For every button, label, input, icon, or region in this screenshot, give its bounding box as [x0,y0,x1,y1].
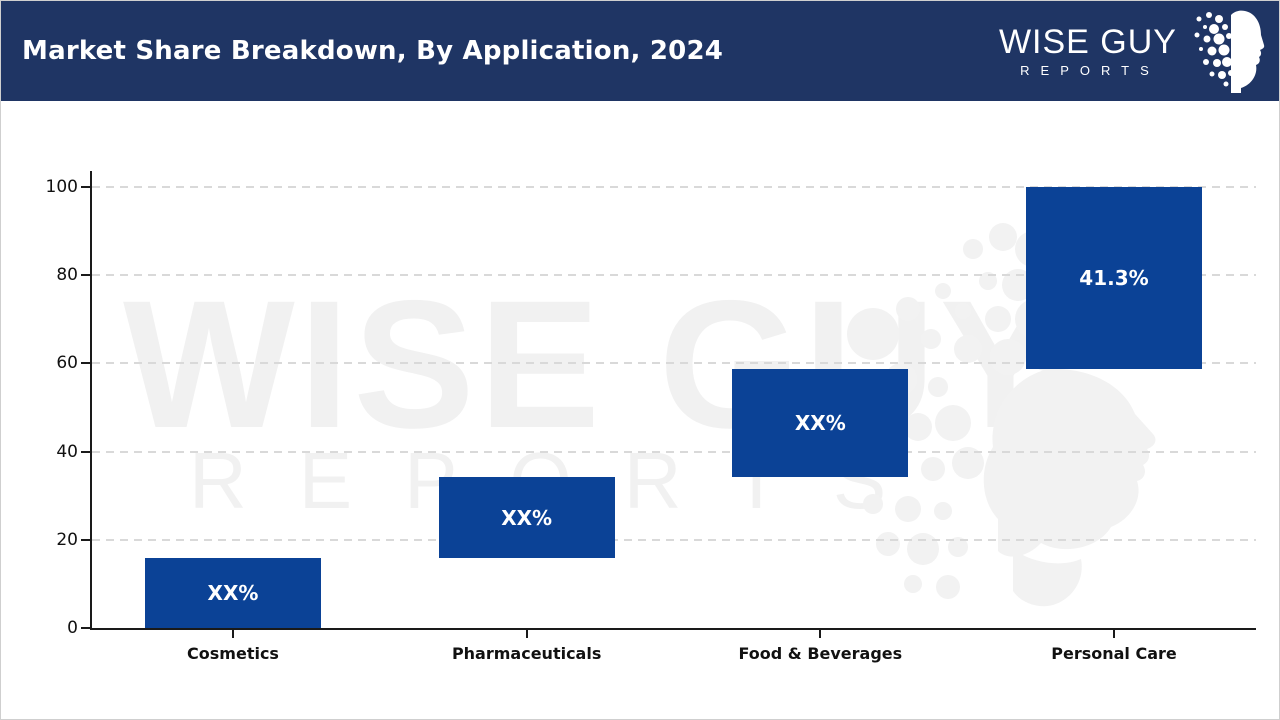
gridline-80 [92,274,1256,277]
gridline-60 [92,362,1256,365]
y-tick-label: 100 [45,177,78,197]
chart-header: Market Share Breakdown, By Application, … [1,1,1279,101]
x-category-label-pharmaceuticals: Pharmaceuticals [451,644,602,663]
bar-food-beverages: XX% [732,369,909,478]
x-axis-tick [525,630,528,638]
x-axis-tick [819,630,822,638]
x-axis-tick [232,630,234,638]
logo-text: WISE GUY REPORTS [999,25,1177,77]
logo-head-icon [1194,10,1265,93]
gridline-20 [92,538,1256,541]
x-category-label-food-beverages: Food & Beverages [738,644,903,663]
bar-personal-care: 41.3% [1026,187,1202,370]
bar-value-label: XX% [207,581,259,606]
logo-subtitle: REPORTS [1020,63,1160,78]
chart-plot-area: 0 20 40 60 80 100 XX% XX% XX% 41.3% Cosmetics Pharm… [46,171,1256,663]
bar-value-label: XX% [501,505,553,530]
wise-guy-logo: WISE GUY REPORTS [999,9,1265,93]
y-axis-tick [81,538,90,541]
y-axis-tick [81,362,90,365]
x-category-label-cosmetics: Cosmetics [187,644,279,663]
bar-value-label: 41.3% [1079,266,1149,291]
logo-name: WISE GUY [998,23,1177,61]
page-title: Market Share Breakdown, By Application, … [22,36,724,66]
y-tick-label: 60 [56,353,78,374]
y-tick-label: 80 [56,265,78,286]
bar-value-label: XX% [794,411,846,436]
y-axis-tick [81,627,90,629]
y-axis-line [90,171,92,187]
x-axis-tick [1113,630,1115,638]
x-category-label-personal-care: Personal Care [1051,644,1177,663]
bar-cosmetics: XX% [145,558,321,628]
bar-pharmaceuticals: XX% [438,477,615,559]
y-tick-label: 40 [56,441,78,462]
y-axis-tick [81,186,90,188]
y-axis-tick [81,450,90,453]
y-tick-label: 20 [56,529,78,550]
y-tick-label: 0 [67,618,78,638]
gridline-40 [92,450,1256,453]
y-axis-tick [81,274,90,277]
gridline-100 [92,186,1256,188]
